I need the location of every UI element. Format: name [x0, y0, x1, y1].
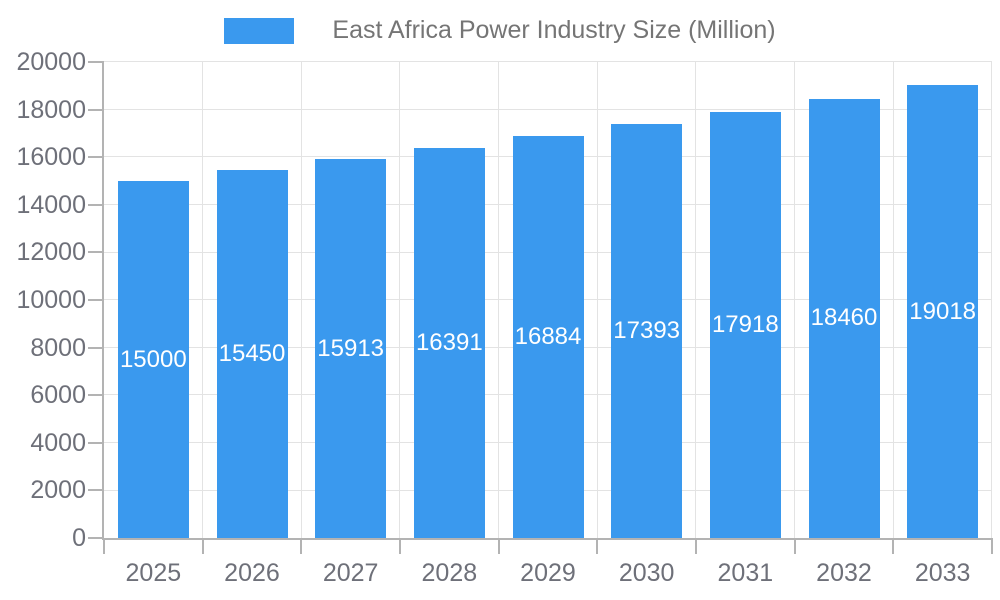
bar-2027[interactable]: 15913 — [315, 159, 387, 538]
x-gridline — [991, 62, 993, 538]
bar-2031[interactable]: 17918 — [709, 111, 781, 538]
x-axis-category-label: 2030 — [618, 559, 675, 587]
bar-value-label: 15450 — [218, 340, 286, 368]
x-axis-tick — [201, 538, 204, 554]
plot-area: 0 2000 4000 6000 8000 10000 12000 14000 16000 180… — [16, 48, 993, 587]
legend: East Africa Power Industry Size (Million… — [0, 16, 1000, 45]
bar-value-label: 16391 — [415, 328, 483, 356]
x-gridline — [497, 62, 499, 538]
bar-2025[interactable]: 15000 — [117, 181, 189, 538]
y-axis-tick — [88, 394, 104, 397]
x-axis-tick — [300, 538, 303, 554]
bar-2030[interactable]: 17393 — [611, 124, 683, 538]
x-axis-category-label: 2028 — [421, 559, 478, 587]
x-axis-tick — [103, 538, 105, 554]
bar-value-label: 16884 — [514, 323, 582, 351]
y-gridline — [104, 61, 992, 63]
bar-value-label: 17393 — [613, 317, 681, 345]
y-axis-tick-label: 18000 — [16, 95, 86, 124]
x-gridline — [399, 62, 401, 538]
y-axis-tick — [88, 537, 104, 539]
bar-2026[interactable]: 15450 — [216, 170, 288, 538]
x-axis-category-label: 2031 — [717, 559, 774, 587]
bar-value-label: 15000 — [119, 345, 187, 373]
x-gridline — [892, 62, 894, 538]
y-axis-tick — [88, 251, 104, 254]
x-axis-tick — [596, 538, 599, 554]
x-axis-tick — [695, 538, 697, 554]
legend-swatch-icon — [224, 17, 295, 44]
x-axis-tick — [793, 538, 796, 554]
y-axis-tick-label: 14000 — [16, 190, 86, 219]
bar-value-label: 17918 — [711, 310, 779, 338]
y-axis-tick-label: 0 — [72, 524, 86, 552]
y-axis-tick — [88, 203, 104, 206]
bar-value-label: 19018 — [909, 297, 977, 325]
y-axis-tick-label: 10000 — [16, 286, 86, 314]
y-axis-tick-label: 4000 — [30, 428, 86, 457]
x-gridline — [695, 62, 697, 538]
legend-label: East Africa Power Industry Size (Million… — [332, 16, 776, 44]
y-axis-tick — [88, 441, 104, 444]
y-axis-tick — [88, 108, 104, 111]
y-axis-tick — [88, 346, 104, 349]
x-axis-category-label: 2026 — [224, 559, 280, 587]
y-axis-tick — [88, 61, 104, 63]
y-axis-tick-label: 16000 — [16, 143, 86, 172]
bar-value-label: 18460 — [810, 304, 878, 332]
y-axis-tick — [88, 156, 104, 159]
bar-2032[interactable]: 18460 — [808, 98, 880, 538]
x-axis-category-label: 2032 — [816, 559, 872, 587]
x-axis-category-label: 2033 — [914, 559, 971, 587]
y-axis-tick — [88, 489, 104, 492]
bar-2028[interactable]: 16391 — [413, 147, 485, 538]
y-axis-tick-label: 20000 — [16, 48, 86, 76]
y-axis-tick — [88, 299, 104, 301]
x-axis-category-label: 2027 — [322, 559, 379, 587]
y-axis-tick-label: 12000 — [16, 238, 86, 267]
x-gridline — [300, 62, 302, 538]
legend-item[interactable]: East Africa Power Industry Size (Million… — [224, 16, 776, 45]
x-gridline — [201, 62, 203, 538]
y-axis-tick-label: 6000 — [30, 381, 86, 410]
x-gridline — [793, 62, 795, 538]
y-axis-tick-label: 8000 — [30, 333, 86, 362]
x-axis-tick — [892, 538, 895, 554]
x-axis-category-label: 2025 — [125, 559, 182, 587]
x-axis-tick — [991, 538, 993, 554]
x-axis-category-label: 2029 — [520, 559, 576, 587]
y-axis-tick-label: 2000 — [30, 476, 86, 505]
bar-2033[interactable]: 19018 — [907, 85, 979, 538]
y-gridline — [104, 108, 992, 110]
bar-2029[interactable]: 16884 — [512, 136, 584, 538]
x-gridline — [596, 62, 598, 538]
x-axis-tick — [497, 538, 500, 554]
bar-value-label: 15913 — [317, 334, 385, 362]
x-axis-tick — [399, 538, 401, 554]
